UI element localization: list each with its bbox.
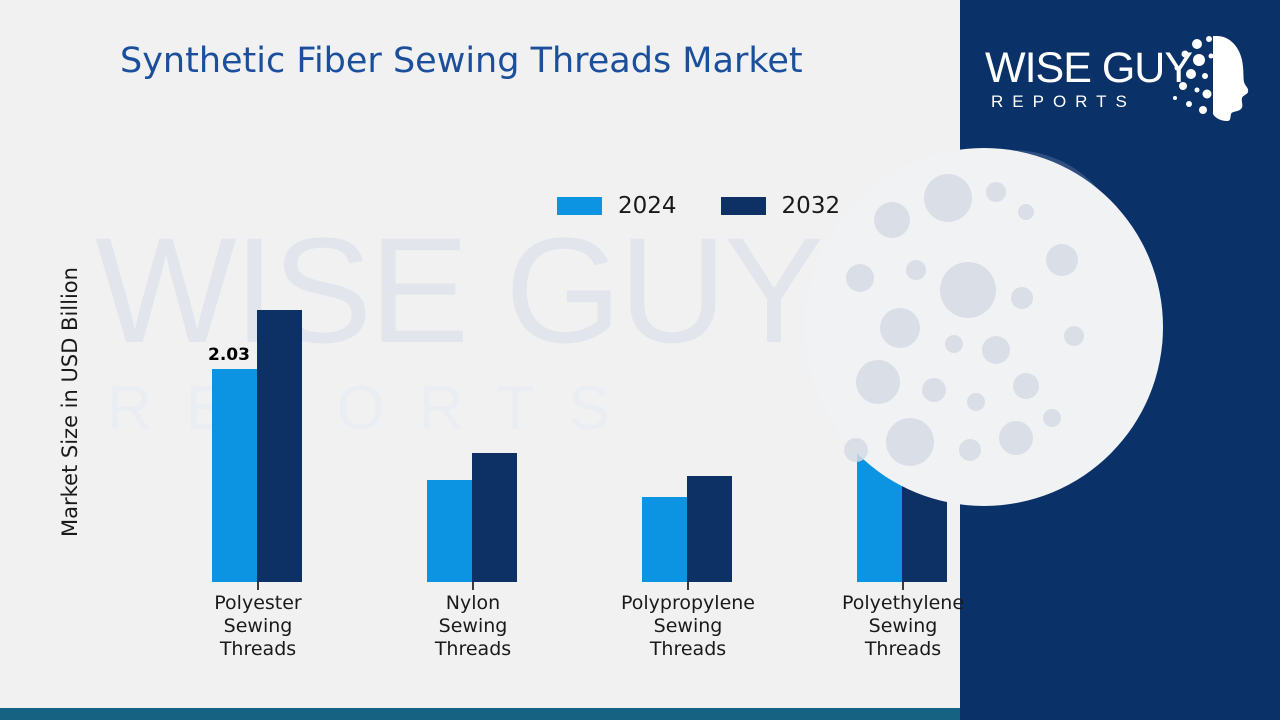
category-label: Polypropylene Sewing Threads <box>620 592 755 660</box>
logo-reports-text: REPORTS <box>991 92 1136 111</box>
bar-group-bars: 2.03 <box>190 230 326 582</box>
bar-2024[interactable] <box>642 496 687 582</box>
axis-tick <box>257 582 259 590</box>
category-label: Polyester Sewing Threads <box>214 592 302 660</box>
legend-swatch-2032 <box>720 197 766 215</box>
bar-group: 2.03 Polyester Sewing Threads <box>190 230 326 660</box>
axis-tick <box>902 582 904 590</box>
legend-item-2024: 2024 <box>557 193 677 219</box>
logo-head-icon <box>1173 36 1249 121</box>
category-label: Nylon Sewing Threads <box>434 592 512 660</box>
brand-logo: WISE GUY REPORTS <box>985 30 1249 122</box>
decorative-circle <box>805 148 1163 506</box>
legend-label-2024: 2024 <box>618 193 677 219</box>
bar-2024[interactable] <box>427 480 472 582</box>
bar-group-bars <box>405 230 541 582</box>
bar-2032[interactable] <box>687 475 732 582</box>
bar-group: Polypropylene Sewing Threads <box>620 230 756 660</box>
legend-label-2032: 2032 <box>781 193 841 219</box>
axis-tick <box>472 582 474 590</box>
bar-group: Nylon Sewing Threads <box>405 230 541 660</box>
category-label: Polyethylene Sewing Threads <box>841 592 965 660</box>
legend-swatch-2024 <box>557 197 602 215</box>
page-title: Synthetic Fiber Sewing Threads Market <box>120 41 803 81</box>
bar-2032[interactable] <box>472 452 517 582</box>
bottom-accent-bar <box>0 708 960 720</box>
legend-item-2032: 2032 <box>720 193 841 219</box>
bar-2024[interactable] <box>212 368 257 582</box>
axis-tick <box>687 582 689 590</box>
bar-group-bars <box>620 230 756 582</box>
chart-legend: 2024 2032 <box>557 193 840 219</box>
logo-wiseguy-text: WISE GUY <box>985 44 1193 92</box>
bar-value-label: 2.03 <box>208 344 250 365</box>
bar-2032[interactable] <box>257 309 302 582</box>
y-axis-title: Market Size in USD Billion <box>58 267 82 537</box>
